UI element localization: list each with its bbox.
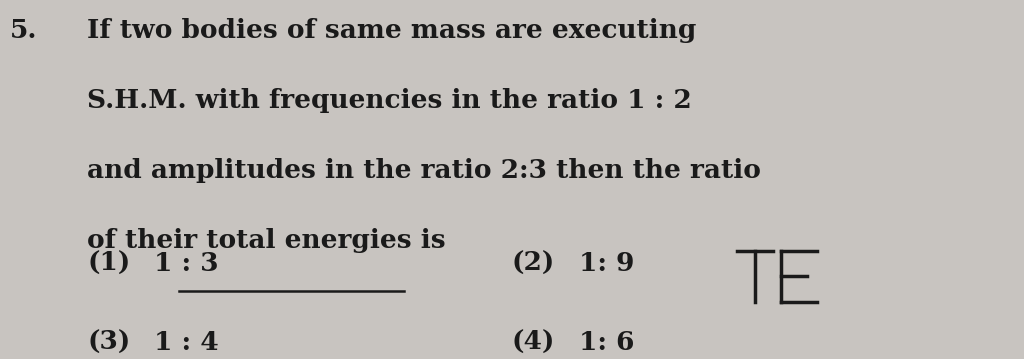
Text: (1): (1) xyxy=(87,251,130,276)
Text: 1: 9: 1: 9 xyxy=(579,251,634,276)
Text: 1: 6: 1: 6 xyxy=(579,330,634,355)
Text: (4): (4) xyxy=(512,330,555,355)
Text: 5.: 5. xyxy=(10,18,38,43)
Text: If two bodies of same mass are executing: If two bodies of same mass are executing xyxy=(87,18,696,43)
Text: 1 : 4: 1 : 4 xyxy=(154,330,218,355)
Text: of their total energies is: of their total energies is xyxy=(87,228,445,253)
Text: S.H.M. with frequencies in the ratio 1 : 2: S.H.M. with frequencies in the ratio 1 :… xyxy=(87,88,692,113)
Text: (3): (3) xyxy=(87,330,130,355)
Text: and amplitudes in the ratio 2:3 then the ratio: and amplitudes in the ratio 2:3 then the… xyxy=(87,158,761,183)
Text: (2): (2) xyxy=(512,251,555,276)
Text: 1 : 3: 1 : 3 xyxy=(154,251,218,276)
